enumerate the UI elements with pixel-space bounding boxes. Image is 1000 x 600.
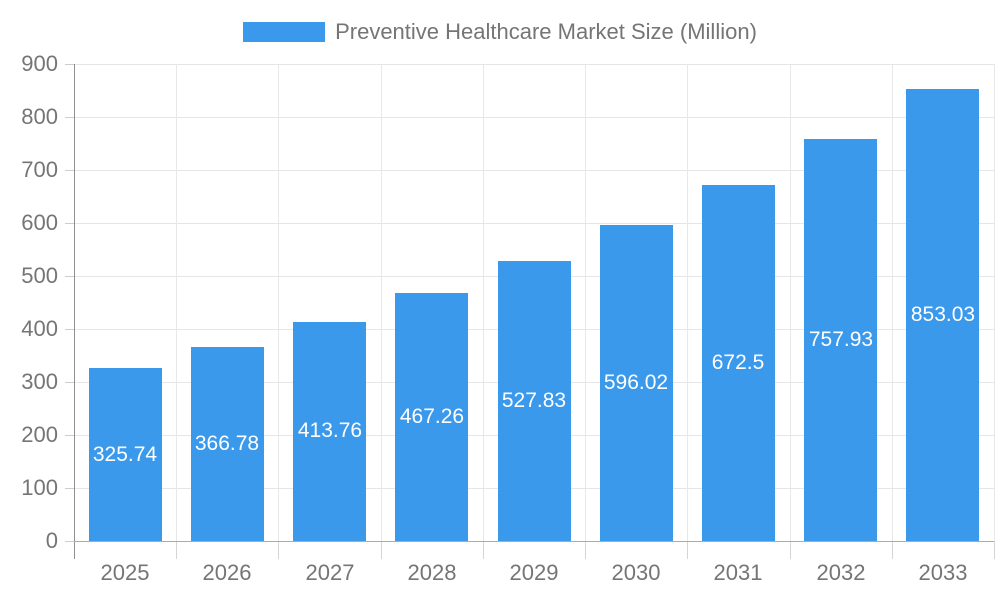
y-axis-tick — [65, 329, 74, 330]
x-axis-label: 2033 — [918, 560, 968, 585]
bar[interactable] — [906, 89, 979, 541]
y-axis-tick — [65, 488, 74, 489]
gridline — [176, 64, 177, 541]
bar[interactable] — [395, 293, 468, 541]
bar-value-label: 527.83 — [501, 389, 567, 412]
y-axis-label: 800 — [21, 104, 58, 129]
x-axis-tick — [176, 541, 177, 559]
bar[interactable] — [498, 261, 571, 541]
x-axis-label: 2029 — [509, 560, 559, 585]
y-axis-label: 600 — [21, 210, 58, 235]
bar-value-label: 757.93 — [808, 328, 874, 351]
x-axis-tick — [994, 541, 995, 559]
y-axis-tick — [65, 170, 74, 171]
gridline — [483, 64, 484, 541]
bar[interactable] — [600, 225, 673, 541]
gridline — [74, 117, 994, 118]
y-axis-tick — [65, 64, 74, 65]
bar[interactable] — [293, 322, 366, 541]
gridline — [74, 223, 994, 224]
gridline — [687, 64, 688, 541]
bar[interactable] — [804, 139, 877, 541]
y-axis-label: 700 — [21, 157, 58, 182]
bar-value-label: 366.78 — [194, 432, 260, 455]
bar-value-label: 325.74 — [92, 443, 158, 466]
y-axis-tick — [65, 276, 74, 277]
y-axis-tick — [65, 117, 74, 118]
x-axis-tick — [381, 541, 382, 559]
gridline — [585, 64, 586, 541]
y-axis-tick — [65, 223, 74, 224]
y-axis-label: 900 — [21, 51, 58, 76]
x-axis-tick — [790, 541, 791, 559]
y-axis-line — [74, 64, 75, 559]
x-axis-tick — [585, 541, 586, 559]
y-axis-label: 100 — [21, 475, 58, 500]
x-axis-label: 2026 — [202, 560, 252, 585]
gridline — [74, 170, 994, 171]
bar[interactable] — [191, 347, 264, 541]
gridline — [994, 64, 995, 541]
y-axis-label: 500 — [21, 263, 58, 288]
bar[interactable] — [702, 185, 775, 541]
bar-value-label: 672.5 — [711, 351, 765, 374]
x-axis-label: 2031 — [713, 560, 763, 585]
gridline — [790, 64, 791, 541]
y-axis-label: 200 — [21, 422, 58, 447]
x-axis-tick — [278, 541, 279, 559]
y-axis-tick — [65, 382, 74, 383]
legend[interactable]: Preventive Healthcare Market Size (Milli… — [0, 19, 1000, 44]
y-axis-label: 0 — [45, 528, 58, 553]
gridline — [381, 64, 382, 541]
x-axis-tick — [892, 541, 893, 559]
x-axis-label: 2025 — [100, 560, 150, 585]
bar-value-label: 853.03 — [910, 303, 976, 326]
legend-label: Preventive Healthcare Market Size (Milli… — [335, 19, 757, 44]
x-axis-label: 2028 — [407, 560, 457, 585]
gridline — [278, 64, 279, 541]
gridline — [74, 64, 994, 65]
y-axis-tick — [65, 435, 74, 436]
x-axis-line — [74, 541, 994, 542]
x-axis-tick — [687, 541, 688, 559]
bar-value-label: 596.02 — [603, 371, 669, 394]
y-axis-tick — [65, 541, 74, 542]
y-axis-label: 300 — [21, 369, 58, 394]
x-axis-label: 2030 — [611, 560, 661, 585]
y-axis-label: 400 — [21, 316, 58, 341]
bar-value-label: 413.76 — [297, 419, 363, 442]
bar-value-label: 467.26 — [399, 405, 465, 428]
x-axis-tick — [483, 541, 484, 559]
bar[interactable] — [89, 368, 162, 541]
x-axis-label: 2032 — [816, 560, 866, 585]
gridline — [892, 64, 893, 541]
legend-swatch — [243, 22, 326, 42]
x-axis-label: 2027 — [305, 560, 355, 585]
